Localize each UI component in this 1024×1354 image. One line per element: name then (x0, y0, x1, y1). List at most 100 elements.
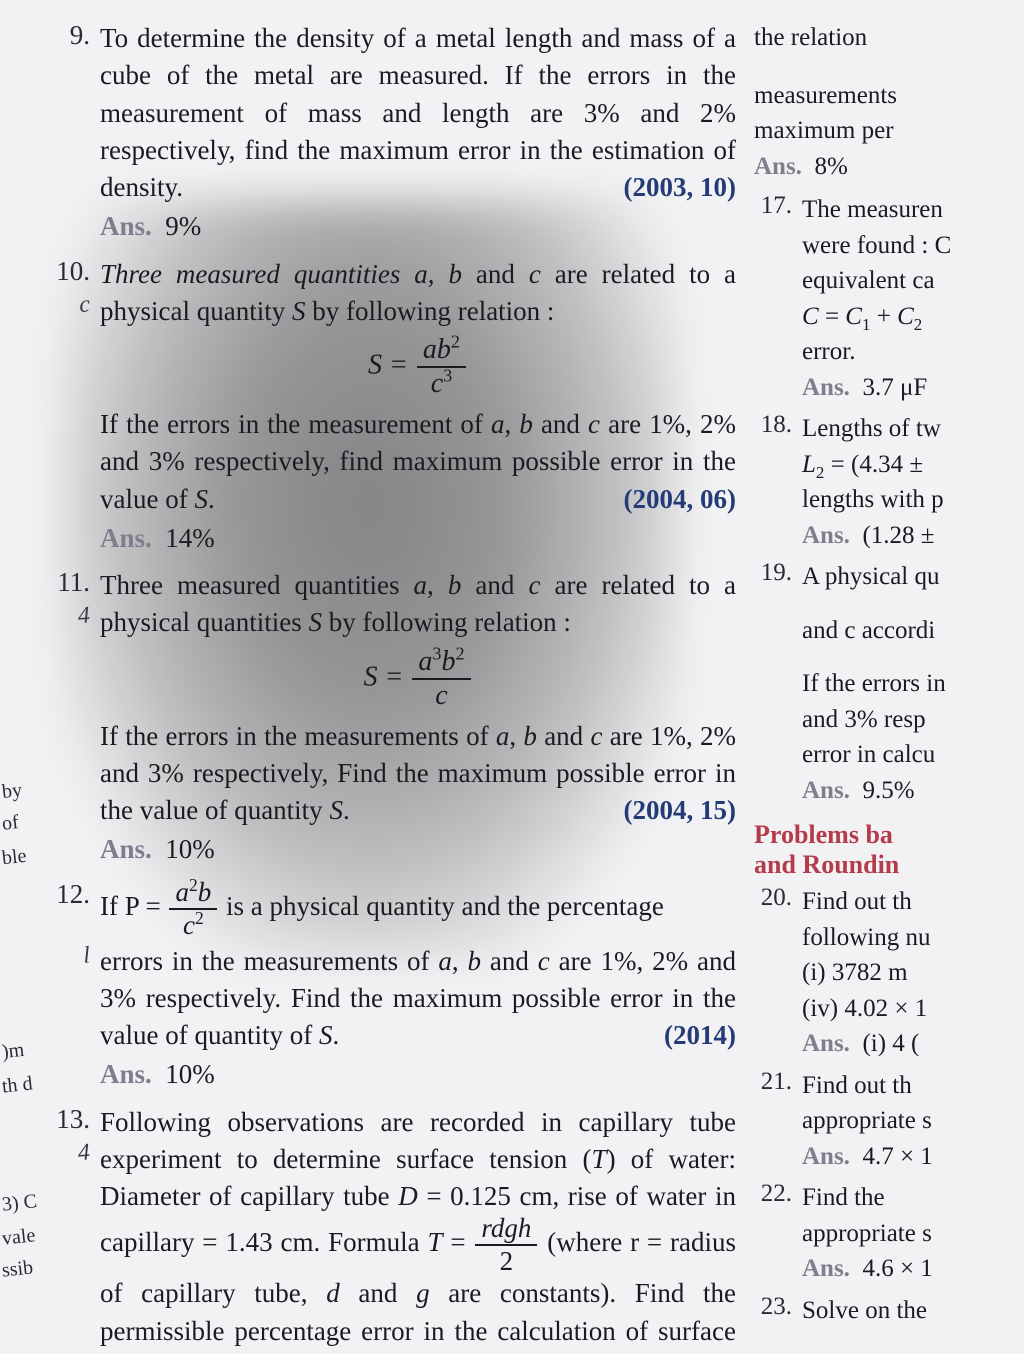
question-body: Find out th following nu (i) 3782 m (iv)… (802, 884, 1024, 1062)
left-margin: by of ble )m th d 3) C vale ssib (0, 20, 44, 1354)
question-17: 17. The measuren were found : C equivale… (754, 192, 1024, 405)
frag-text: lengths with p (802, 482, 1024, 518)
answer-line: Ans. 10% (100, 1056, 736, 1093)
margin-text: ble (1, 845, 28, 870)
equation: L2 = (4.34 ± (802, 447, 1024, 483)
section-heading: Problems ba and Roundin (754, 820, 1024, 880)
b1: c (183, 910, 195, 940)
answer-label: Ans. (100, 211, 152, 241)
answer-value: 4.7 × 1 (862, 1143, 932, 1170)
answer-label: Ans. (802, 1255, 850, 1282)
question-20: 20. Find out th following nu (i) 3782 m … (754, 884, 1024, 1062)
answer-line: Ans. 14% (100, 520, 736, 557)
question-number: 21. (754, 1068, 802, 1175)
question-number: 19. (754, 559, 802, 808)
question-number: 13. 4 (44, 1104, 100, 1354)
question-18: 18. Lengths of tw L2 = (4.34 ± lengths w… (754, 411, 1024, 553)
equation: S = ab2 c3 (100, 336, 736, 398)
margin-text: ssib (1, 1256, 34, 1282)
fraction: ab2 c3 (417, 336, 466, 398)
left-column: 9. To determine the density of a metal l… (44, 20, 748, 1354)
right-column: the relation measurements maximum per An… (748, 20, 1024, 1354)
question-text: errors in the measurements of a, b and c… (100, 946, 736, 1051)
question-text: Three measured quantities a, b and c are… (100, 259, 736, 326)
question-body: To determine the density of a metal leng… (100, 20, 736, 246)
question-body: Solve on the (802, 1293, 1024, 1329)
frac-bot: c (431, 368, 443, 399)
answer-line: Ans. 9% (100, 208, 736, 245)
margin-text: of (1, 811, 20, 836)
frag-text: following nu (802, 920, 1024, 956)
frag-text: Find out th (802, 1068, 1024, 1104)
answer-label: Ans. (100, 1059, 152, 1089)
s2: 2 (455, 643, 464, 663)
frag-text: equivalent ca (802, 263, 1024, 299)
answer-line: Ans. (1.28 ± (802, 518, 1024, 554)
page: by of ble )m th d 3) C vale ssib 9. To d… (0, 0, 1024, 1354)
handwritten-mark: 4 (43, 1139, 91, 1169)
columns: by of ble )m th d 3) C vale ssib 9. To d… (0, 20, 1024, 1354)
question-text: If P = a2b c2 is a physical quantity and… (100, 891, 664, 921)
fraction: rdgh 2 (475, 1215, 537, 1275)
question-23: 23. Solve on the (754, 1293, 1024, 1329)
question-number: 11. 4 (44, 567, 100, 869)
frag-text: Lengths of tw (802, 411, 1024, 447)
margin-text: )m (1, 1039, 26, 1064)
answer-value: 9% (165, 211, 201, 241)
question-body: Following observations are recorded in c… (100, 1104, 736, 1354)
question-body: Lengths of tw L2 = (4.34 ± lengths with … (802, 411, 1024, 553)
question-number: 18. (754, 411, 802, 553)
answer-value: (1.28 ± (862, 522, 934, 549)
question-19: 19. A physical qu and c accordi If the e… (754, 559, 1024, 808)
answer-value: 4.6 × 1 (862, 1255, 932, 1282)
answer-label: Ans. (802, 1030, 850, 1057)
question-body: Find out th appropriate s Ans. 4.7 × 1 (802, 1068, 1024, 1175)
t1: a (418, 646, 432, 677)
pre: If P = (100, 891, 161, 921)
frac-top: ab (423, 334, 451, 365)
answer-value: 9.5% (862, 777, 914, 804)
year-tag: (2014) (664, 1017, 736, 1054)
mid: (where r = radius (547, 1227, 736, 1257)
question-number: 22. (754, 1180, 802, 1287)
eq-lhs: S = (363, 661, 403, 692)
question-number: 10. c (44, 256, 100, 558)
answer-label: Ans. (802, 522, 850, 549)
question-text: of capillary tube, d and g are constants… (100, 1278, 736, 1354)
num-text: 11. (57, 567, 90, 597)
answer-value: 14% (165, 523, 215, 553)
t2: b (198, 877, 212, 907)
answer-label: Ans. (802, 1143, 850, 1170)
question-number: 12. l (44, 879, 100, 1094)
answer-value: (i) 4 ( (862, 1030, 919, 1057)
question-12: 12. l If P = a2b c2 is a physical quanti… (44, 879, 736, 1094)
answer-label: Ans. (100, 834, 152, 864)
question-11: 11. 4 Three measured quantities a, b and… (44, 567, 736, 869)
frag-text: If the errors in (802, 666, 1024, 702)
b1: c (435, 680, 447, 711)
equation: S = a3b2 c (100, 648, 736, 710)
year-tag: (2005, 10) (624, 1350, 736, 1354)
question-21: 21. Find out th appropriate s Ans. 4.7 ×… (754, 1068, 1024, 1175)
frac-bot-sup: 3 (443, 366, 452, 386)
num-text: 12. (56, 879, 90, 909)
frag-text: A physical qu (802, 559, 1024, 595)
frac-top-sup: 2 (451, 332, 460, 352)
answer-line: Ans. 3.7 μF (802, 370, 1024, 406)
question-text: Following observations are recorded in c… (100, 1107, 736, 1258)
frag-text: the relation (754, 20, 1024, 56)
handwritten-mark: l (43, 942, 91, 972)
answer-value: 8% (814, 153, 847, 180)
equation: C = C1 + C2 (802, 299, 1024, 335)
answer-line: Ans. 4.6 × 1 (802, 1251, 1024, 1287)
answer-line: Ans. 8% (754, 149, 1024, 185)
question-number: 23. (754, 1293, 802, 1329)
frag-text: Solve on the (802, 1293, 1024, 1329)
question-10: 10. c Three measured quantities a, b and… (44, 256, 736, 558)
frag-text: (i) 3782 m (802, 955, 1024, 991)
eq-lhs: S = (368, 349, 408, 380)
answer-label: Ans. (100, 523, 152, 553)
fraction: a3b2 c (412, 648, 470, 710)
question-22: 22. Find the appropriate s Ans. 4.6 × 1 (754, 1180, 1024, 1287)
margin-text: vale (1, 1224, 37, 1250)
